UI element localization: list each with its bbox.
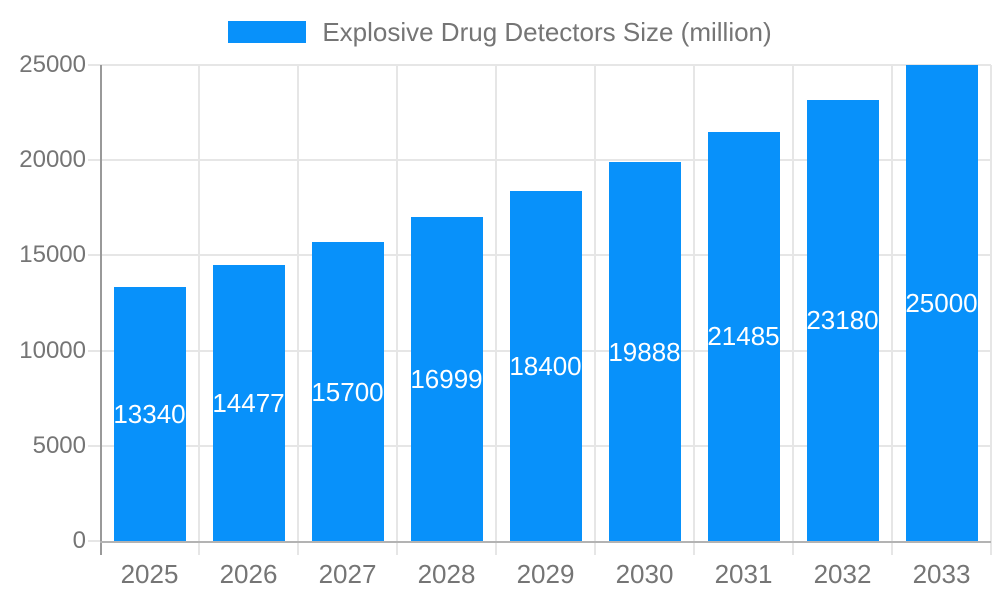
bar-value-label: 14477 — [212, 388, 285, 419]
x-gridline — [792, 65, 794, 541]
legend[interactable]: Explosive Drug Detectors Size (million) — [0, 14, 1000, 50]
bar-value-label: 16999 — [410, 364, 483, 395]
y-tick-mark — [88, 254, 100, 257]
x-gridline — [693, 65, 695, 541]
bar[interactable]: 21485 — [707, 131, 780, 541]
x-tick-mark — [198, 541, 200, 555]
x-gridline — [297, 65, 299, 541]
bar-value-label: 15700 — [311, 376, 384, 407]
x-gridline — [990, 65, 992, 541]
x-axis-tick-label: 2025 — [120, 559, 179, 589]
bar-value-label: 23180 — [806, 305, 879, 336]
y-gridline — [100, 159, 991, 162]
x-gridline — [495, 65, 497, 541]
bar[interactable]: 16999 — [410, 217, 483, 541]
x-axis-tick-label: 2026 — [219, 559, 278, 589]
y-axis-tick-label: 0 — [72, 527, 86, 554]
x-axis-tick-label: 2030 — [615, 559, 674, 589]
y-axis-tick-label: 10000 — [19, 336, 86, 364]
x-tick-mark — [297, 541, 299, 555]
y-axis-tick-label: 20000 — [19, 146, 86, 174]
bar-value-label: 13340 — [113, 398, 186, 429]
legend-swatch — [228, 21, 307, 43]
x-axis-line — [100, 541, 991, 543]
x-tick-mark — [891, 541, 893, 555]
bar-value-label: 21485 — [707, 321, 780, 352]
x-gridline — [594, 65, 596, 541]
bar[interactable]: 18400 — [509, 190, 582, 541]
bar[interactable]: 25000 — [905, 65, 978, 541]
bar[interactable]: 19888 — [608, 162, 681, 541]
x-axis-tick-label: 2031 — [714, 559, 773, 589]
bar[interactable]: 14477 — [212, 265, 285, 541]
y-axis-line — [100, 65, 102, 555]
bar[interactable]: 13340 — [113, 287, 186, 541]
x-gridline — [198, 65, 200, 541]
y-tick-mark — [88, 540, 100, 542]
bar[interactable]: 23180 — [806, 99, 879, 541]
x-axis-tick-label: 2032 — [813, 559, 872, 589]
x-tick-mark — [495, 541, 497, 555]
y-tick-mark — [88, 349, 100, 352]
x-axis-tick-label: 2028 — [417, 559, 476, 589]
bar-value-label: 25000 — [905, 288, 978, 318]
x-gridline — [891, 65, 893, 541]
x-gridline — [396, 65, 398, 541]
bar-value-label: 18400 — [509, 350, 582, 381]
x-axis-tick-label: 2033 — [912, 559, 971, 589]
x-axis-tick-label: 2027 — [318, 559, 377, 589]
bar-value-label: 19888 — [608, 336, 681, 367]
y-tick-mark — [88, 444, 100, 447]
x-tick-mark — [792, 541, 794, 555]
y-axis-tick-label: 15000 — [19, 241, 86, 269]
legend-label: Explosive Drug Detectors Size (million) — [322, 17, 772, 47]
x-tick-mark — [594, 541, 596, 555]
y-gridline — [100, 64, 991, 66]
x-tick-mark — [396, 541, 398, 555]
y-tick-mark — [88, 159, 100, 162]
y-tick-mark — [88, 64, 100, 66]
x-axis-tick-label: 2029 — [516, 559, 575, 589]
bar[interactable]: 15700 — [311, 242, 384, 541]
x-tick-mark — [990, 541, 992, 555]
y-axis-tick-label: 25000 — [19, 51, 86, 78]
y-axis-tick-label: 5000 — [32, 431, 86, 459]
x-tick-mark — [693, 541, 695, 555]
